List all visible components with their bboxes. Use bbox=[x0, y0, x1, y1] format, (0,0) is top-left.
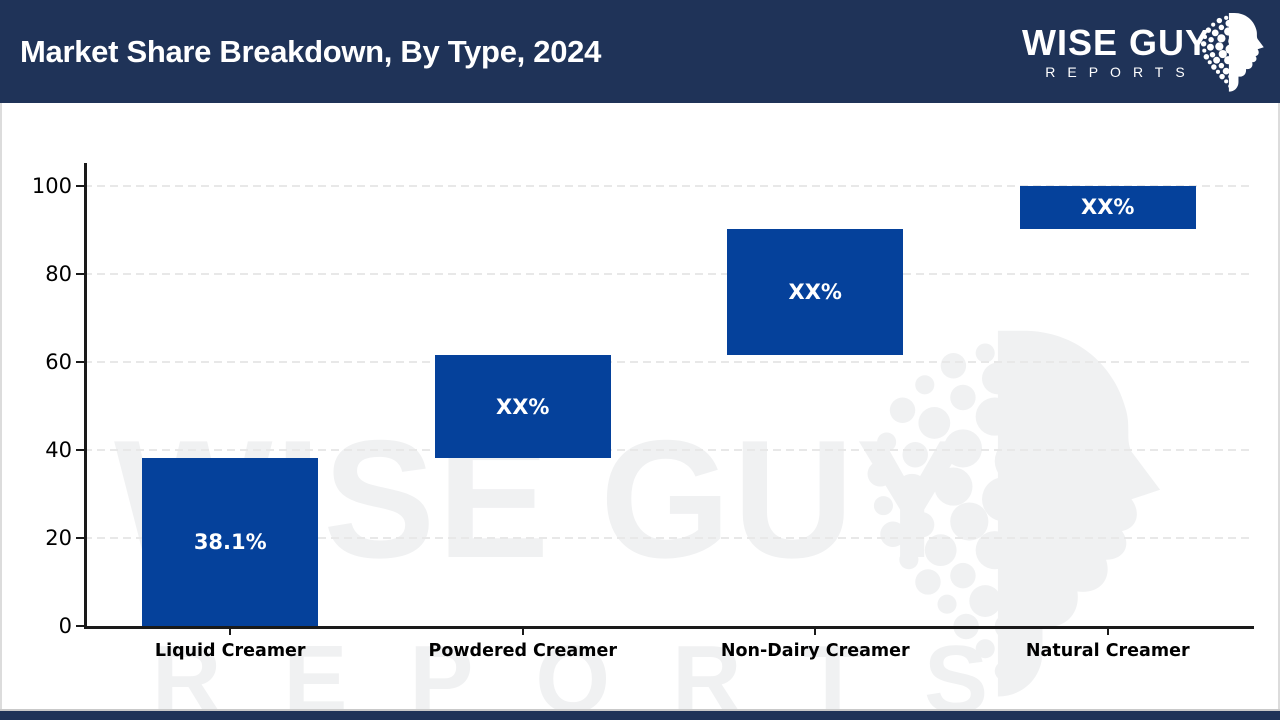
y-gridline bbox=[84, 273, 1254, 275]
head-profile-icon bbox=[1196, 11, 1270, 93]
bar-value-label: XX% bbox=[1081, 195, 1135, 220]
bar bbox=[434, 354, 611, 459]
wise-guy-logo: WISE GUY REPORTS bbox=[1022, 7, 1270, 97]
y-tick-label: 80 bbox=[45, 262, 72, 286]
y-tick-mark bbox=[76, 273, 84, 275]
x-tick-mark bbox=[1106, 628, 1109, 635]
y-tick-label: 0 bbox=[58, 614, 72, 638]
x-axis-line bbox=[84, 626, 1254, 629]
header-band: Market Share Breakdown, By Type, 2024 WI… bbox=[0, 0, 1280, 103]
y-tick-label: 100 bbox=[31, 174, 72, 198]
x-category-label: Non-Dairy Creamer bbox=[720, 641, 910, 661]
y-tick-label: 40 bbox=[45, 438, 72, 462]
x-category-label: Natural Creamer bbox=[1025, 641, 1190, 661]
logo-text: WISE GUY REPORTS bbox=[1022, 24, 1210, 80]
logo-wiseguy-label: WISE GUY bbox=[1021, 22, 1210, 64]
watermark-text-reports: REPORTS bbox=[152, 626, 1051, 720]
footer-band bbox=[0, 711, 1280, 720]
y-tick-label: 20 bbox=[45, 526, 72, 550]
logo-reports-label: REPORTS bbox=[1045, 63, 1197, 80]
bar-value-label: XX% bbox=[788, 279, 842, 304]
y-axis-line bbox=[84, 163, 87, 628]
y-gridline bbox=[84, 537, 1254, 539]
y-tick-mark bbox=[76, 625, 84, 627]
x-tick-mark bbox=[229, 628, 232, 635]
bar-value-label: XX% bbox=[496, 394, 550, 419]
bar bbox=[142, 458, 319, 626]
y-tick-label: 60 bbox=[45, 350, 72, 374]
bottom-divider bbox=[0, 709, 1280, 711]
x-tick-mark bbox=[521, 628, 524, 635]
y-gridline bbox=[84, 185, 1254, 187]
x-tick-mark bbox=[814, 628, 817, 635]
bar-value-label: 38.1% bbox=[193, 530, 267, 555]
y-gridline bbox=[84, 361, 1254, 363]
y-tick-mark bbox=[76, 537, 84, 539]
y-tick-mark bbox=[76, 449, 84, 451]
chart-title: Market Share Breakdown, By Type, 2024 bbox=[20, 33, 602, 69]
bar bbox=[1019, 186, 1196, 229]
y-tick-mark bbox=[76, 361, 84, 363]
y-gridline bbox=[84, 449, 1254, 451]
x-category-label: Liquid Creamer bbox=[154, 641, 306, 661]
x-category-label: Powdered Creamer bbox=[428, 641, 617, 661]
y-tick-mark bbox=[76, 185, 84, 187]
bar bbox=[727, 228, 904, 355]
